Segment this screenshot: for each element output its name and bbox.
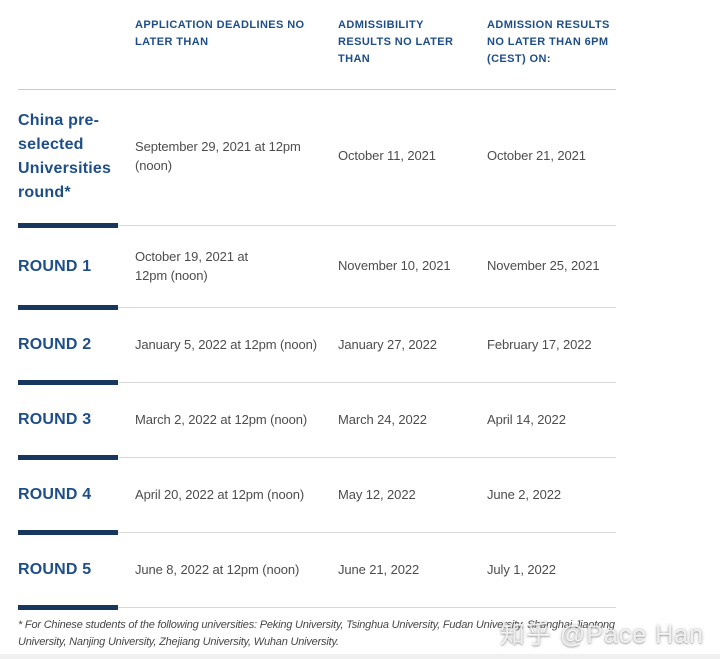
row-divider-line <box>118 457 616 458</box>
row-divider-accent <box>18 305 118 310</box>
row-divider-accent <box>18 380 118 385</box>
application-deadline-cell: October 19, 2021 at 12pm (noon) <box>135 249 249 283</box>
table-row-round-3: ROUND 3 March 2, 2022 at 12pm (noon) Mar… <box>18 385 720 460</box>
header-divider <box>18 89 616 90</box>
header-admissibility-results: ADMISSIBILITY RESULTS NO LATER THAN <box>338 19 454 66</box>
round-label: ROUND 4 <box>18 486 92 503</box>
admissibility-results-cell: October 11, 2021 <box>338 148 436 164</box>
admissibility-results-cell: January 27, 2022 <box>338 336 437 352</box>
admissibility-results-cell: May 12, 2022 <box>338 486 416 502</box>
admission-results-cell: November 25, 2021 <box>487 258 600 274</box>
row-divider-line <box>118 307 616 308</box>
application-deadline-cell: January 5, 2022 at 12pm (noon) <box>135 336 318 352</box>
row-divider-line <box>118 607 616 608</box>
row-divider <box>18 380 616 385</box>
table-row-round-1: ROUND 1 October 19, 2021 at 12pm (noon) … <box>18 228 720 310</box>
table-header-row: APPLICATION DEADLINES NO LATER THAN ADMI… <box>18 12 720 90</box>
round-label: ROUND 2 <box>18 336 92 353</box>
row-divider <box>18 455 616 460</box>
application-deadline-cell: April 20, 2022 at 12pm (noon) <box>135 486 305 502</box>
admission-results-cell: February 17, 2022 <box>487 336 592 352</box>
table-row-round-4: ROUND 4 April 20, 2022 at 12pm (noon) Ma… <box>18 460 720 535</box>
admission-results-cell: July 1, 2022 <box>487 561 556 577</box>
header-application-deadlines: APPLICATION DEADLINES NO LATER THAN <box>135 19 305 49</box>
application-deadline-cell: June 8, 2022 at 12pm (noon) <box>135 561 300 577</box>
round-label: ROUND 1 <box>18 257 92 275</box>
admission-results-cell: April 14, 2022 <box>487 411 566 427</box>
row-divider-accent <box>18 455 118 460</box>
row-divider-accent <box>18 530 118 535</box>
table-row-round-5: ROUND 5 June 8, 2022 at 12pm (noon) June… <box>18 535 720 610</box>
row-divider <box>18 605 616 610</box>
row-divider-accent <box>18 605 118 610</box>
round-label: ROUND 5 <box>18 561 92 578</box>
round-label: ROUND 3 <box>18 411 92 428</box>
row-divider-line <box>118 532 616 533</box>
admissibility-results-cell: November 10, 2021 <box>338 258 451 274</box>
application-deadline-cell: March 2, 2022 at 12pm (noon) <box>135 411 308 427</box>
admission-results-cell: June 2, 2022 <box>487 486 561 502</box>
footnote: * For Chinese students of the following … <box>18 619 615 649</box>
table-row-round-2: ROUND 2 January 5, 2022 at 12pm (noon) J… <box>18 310 720 385</box>
row-divider-line <box>118 382 616 383</box>
application-deadline-cell: September 29, 2021 at 12pm (noon) <box>135 139 301 173</box>
row-divider <box>18 305 616 310</box>
row-divider-line <box>118 225 616 226</box>
row-divider-accent <box>18 223 118 228</box>
row-divider <box>18 530 616 535</box>
admissibility-results-cell: June 21, 2022 <box>338 561 420 577</box>
admissibility-results-cell: March 24, 2022 <box>338 411 427 427</box>
bottom-edge-strip <box>0 654 720 659</box>
round-label: China pre- selected Universities round* <box>18 111 112 201</box>
table-row-china-preselected: China pre- selected Universities round* … <box>18 90 720 228</box>
admission-results-cell: October 21, 2021 <box>487 148 586 164</box>
header-admission-results: ADMISSION RESULTS NO LATER THAN 6PM (CES… <box>487 19 610 66</box>
row-divider <box>18 223 616 228</box>
